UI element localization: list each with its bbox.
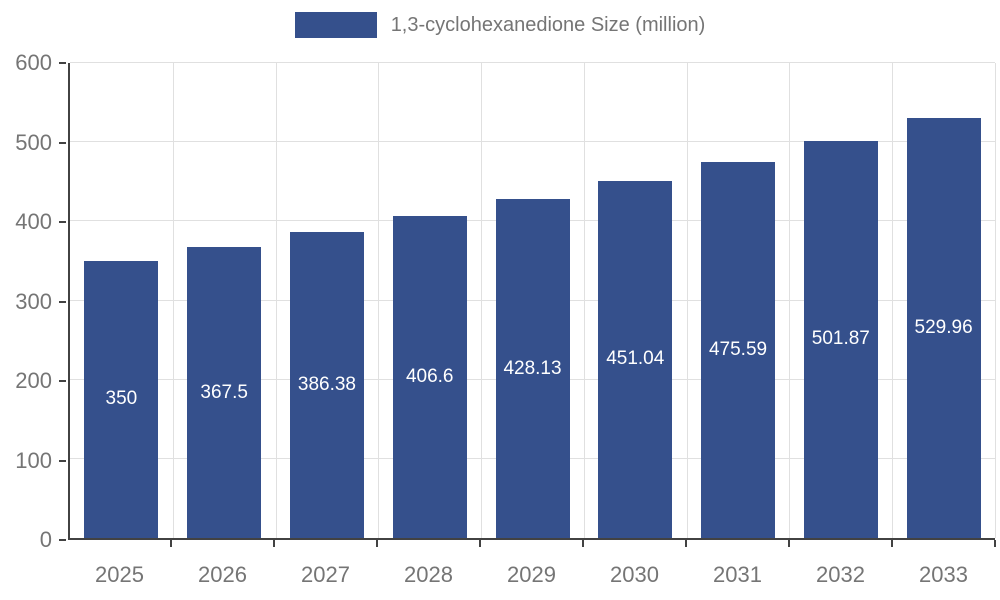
bar-value-label: 529.96 [914, 317, 973, 339]
bar-value-label: 501.87 [811, 328, 870, 350]
bar-2029: 428.13 [495, 199, 570, 538]
bar-value-label: 451.04 [606, 348, 665, 370]
gridline-horizontal [70, 62, 995, 63]
y-tick-mark [59, 300, 66, 303]
bar-value-label: 350 [105, 388, 138, 410]
legend-swatch [294, 12, 377, 38]
x-tick-label: 2027 [301, 562, 350, 587]
x-axis: 2025 2026 2027 2028 2029 2030 2031 2032 2033 [68, 540, 996, 600]
bar-value-label: 367.5 [200, 381, 248, 403]
y-tick-label: 100 [15, 447, 52, 473]
plot-area: 350 367.5 386.38 406.6 428.13 451.04 475.59 501… [68, 62, 996, 540]
x-tick-label: 2025 [95, 562, 144, 587]
x-tick-label: 2032 [816, 562, 865, 587]
bar-2027: 386.38 [289, 232, 364, 538]
gridline-vertical [275, 63, 277, 538]
y-tick-mark [59, 539, 66, 541]
bar-value-label: 475.59 [708, 338, 768, 360]
bar-2033: 529.96 [906, 118, 981, 538]
gridline-vertical [686, 63, 688, 538]
gridline-vertical [583, 63, 585, 538]
bar-2032: 501.87 [803, 140, 878, 538]
bar-2026: 367.5 [187, 247, 262, 538]
x-tick-label: 2030 [610, 562, 659, 587]
bar-2031: 475.59 [701, 161, 776, 538]
x-tick-mark [375, 540, 378, 547]
x-tick-label: 2026 [198, 562, 247, 587]
y-tick-mark [59, 62, 66, 64]
x-tick-mark [582, 540, 584, 547]
legend-label: 1,3-cyclohexanedione Size (million) [390, 13, 706, 36]
gridline-horizontal [70, 141, 995, 143]
gridline-vertical [172, 63, 174, 538]
x-tick-mark [994, 540, 996, 547]
x-tick-label: 2028 [404, 562, 453, 587]
x-tick-mark [479, 540, 481, 547]
bar-2025: 350 [84, 260, 159, 538]
y-tick-label: 300 [15, 288, 52, 314]
y-tick-label: 0 [39, 527, 52, 552]
y-tick-label: 400 [15, 209, 52, 235]
bar-value-label: 386.38 [297, 374, 356, 396]
y-tick-mark [59, 459, 66, 462]
gridline-vertical [789, 63, 791, 538]
x-tick-mark [684, 540, 687, 547]
y-tick-label: 600 [15, 50, 52, 75]
x-tick-label: 2033 [919, 562, 968, 587]
gridline-vertical [995, 63, 996, 538]
bar-2028: 406.6 [392, 216, 467, 538]
y-tick-mark [59, 221, 66, 224]
gridline-vertical [892, 63, 894, 538]
x-tick-label: 2029 [507, 562, 556, 587]
gridline-vertical [378, 63, 380, 538]
bar-value-label: 428.13 [503, 357, 562, 379]
y-tick-mark [59, 141, 66, 144]
y-tick-label: 200 [15, 368, 52, 394]
gridline-vertical [481, 63, 483, 538]
x-tick-mark [891, 540, 893, 547]
bar-value-label: 406.6 [405, 366, 454, 388]
x-tick-mark [788, 540, 790, 547]
bar-2030: 451.04 [598, 180, 673, 538]
x-tick-label: 2031 [713, 562, 762, 587]
y-axis: 0 100 200 300 400 500 600 [0, 50, 66, 552]
y-tick-label: 500 [15, 129, 52, 155]
x-tick-mark [273, 540, 275, 547]
legend: 1,3-cyclohexanedione Size (million) [0, 12, 1000, 38]
y-tick-mark [59, 380, 66, 383]
x-tick-mark [170, 540, 172, 547]
